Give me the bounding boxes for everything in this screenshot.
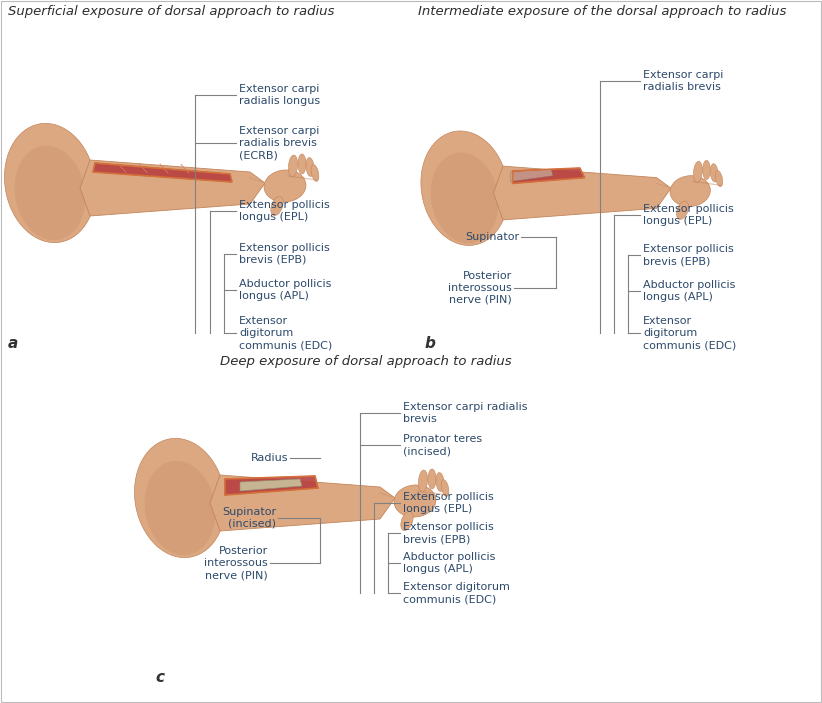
- Text: Abductor pollicis
longus (APL): Abductor pollicis longus (APL): [239, 279, 331, 301]
- Ellipse shape: [715, 171, 723, 186]
- Polygon shape: [240, 479, 302, 491]
- Ellipse shape: [710, 164, 718, 182]
- Text: Superficial exposure of dorsal approach to radius: Superficial exposure of dorsal approach …: [8, 5, 335, 18]
- Ellipse shape: [145, 461, 215, 555]
- Text: Extensor pollicis
longus (EPL): Extensor pollicis longus (EPL): [403, 492, 494, 514]
- Ellipse shape: [431, 153, 499, 243]
- Text: Extensor carpi
radialis brevis
(ECRB): Extensor carpi radialis brevis (ECRB): [239, 126, 320, 160]
- Ellipse shape: [4, 124, 95, 243]
- Polygon shape: [225, 476, 318, 495]
- Text: Extensor
digitorum
communis (EDC): Extensor digitorum communis (EDC): [239, 316, 332, 350]
- Text: Posterior
interossous
nerve (PIN): Posterior interossous nerve (PIN): [448, 271, 512, 305]
- Polygon shape: [513, 168, 584, 183]
- Text: Extensor carpi
radialis longus: Extensor carpi radialis longus: [239, 84, 320, 106]
- Polygon shape: [510, 169, 553, 181]
- Ellipse shape: [264, 170, 306, 202]
- Ellipse shape: [694, 162, 702, 182]
- Ellipse shape: [418, 470, 427, 492]
- Ellipse shape: [677, 201, 689, 219]
- Text: Radius: Radius: [251, 453, 288, 463]
- Text: Pronator teres
(incised): Pronator teres (incised): [403, 434, 483, 456]
- Ellipse shape: [428, 469, 436, 489]
- Ellipse shape: [306, 157, 314, 176]
- Ellipse shape: [441, 479, 449, 496]
- Text: Abductor pollicis
longus (APL): Abductor pollicis longus (APL): [643, 280, 736, 302]
- Text: Extensor digitorum
communis (EDC): Extensor digitorum communis (EDC): [403, 582, 510, 604]
- Text: b: b: [425, 335, 436, 351]
- Polygon shape: [210, 475, 395, 531]
- Text: Extensor pollicis
longus (EPL): Extensor pollicis longus (EPL): [239, 200, 330, 222]
- Ellipse shape: [394, 485, 436, 517]
- Ellipse shape: [289, 155, 298, 177]
- Polygon shape: [80, 160, 265, 216]
- Ellipse shape: [670, 176, 710, 207]
- Ellipse shape: [135, 439, 225, 557]
- Ellipse shape: [703, 160, 710, 179]
- Text: Supinator
(incised): Supinator (incised): [222, 507, 276, 529]
- Polygon shape: [93, 163, 232, 182]
- Polygon shape: [493, 166, 671, 220]
- Ellipse shape: [312, 165, 319, 181]
- Text: Extensor carpi radialis
brevis: Extensor carpi radialis brevis: [403, 402, 528, 424]
- Text: Extensor pollicis
longus (EPL): Extensor pollicis longus (EPL): [643, 204, 734, 226]
- Text: Extensor pollicis
brevis (EPB): Extensor pollicis brevis (EPB): [643, 244, 734, 266]
- Ellipse shape: [298, 154, 306, 174]
- Text: Abductor pollicis
longus (APL): Abductor pollicis longus (APL): [403, 552, 496, 574]
- Text: Extensor
digitorum
communis (EDC): Extensor digitorum communis (EDC): [643, 316, 737, 350]
- Ellipse shape: [436, 472, 444, 491]
- Text: c: c: [155, 671, 164, 685]
- Text: Extensor carpi
radialis brevis: Extensor carpi radialis brevis: [643, 70, 723, 92]
- Text: Posterior
interossous
nerve (PIN): Posterior interossous nerve (PIN): [204, 546, 268, 580]
- Text: Supinator: Supinator: [465, 232, 519, 242]
- Text: Intermediate exposure of the dorsal approach to radius: Intermediate exposure of the dorsal appr…: [418, 5, 787, 18]
- Ellipse shape: [421, 131, 508, 245]
- Ellipse shape: [401, 511, 413, 531]
- Text: Deep exposure of dorsal approach to radius: Deep exposure of dorsal approach to radi…: [220, 355, 511, 368]
- Ellipse shape: [15, 146, 85, 240]
- Text: Extensor pollicis
brevis (EPB): Extensor pollicis brevis (EPB): [403, 522, 494, 544]
- Ellipse shape: [270, 196, 284, 216]
- Text: Extensor pollicis
brevis (EPB): Extensor pollicis brevis (EPB): [239, 243, 330, 265]
- Text: a: a: [8, 335, 18, 351]
